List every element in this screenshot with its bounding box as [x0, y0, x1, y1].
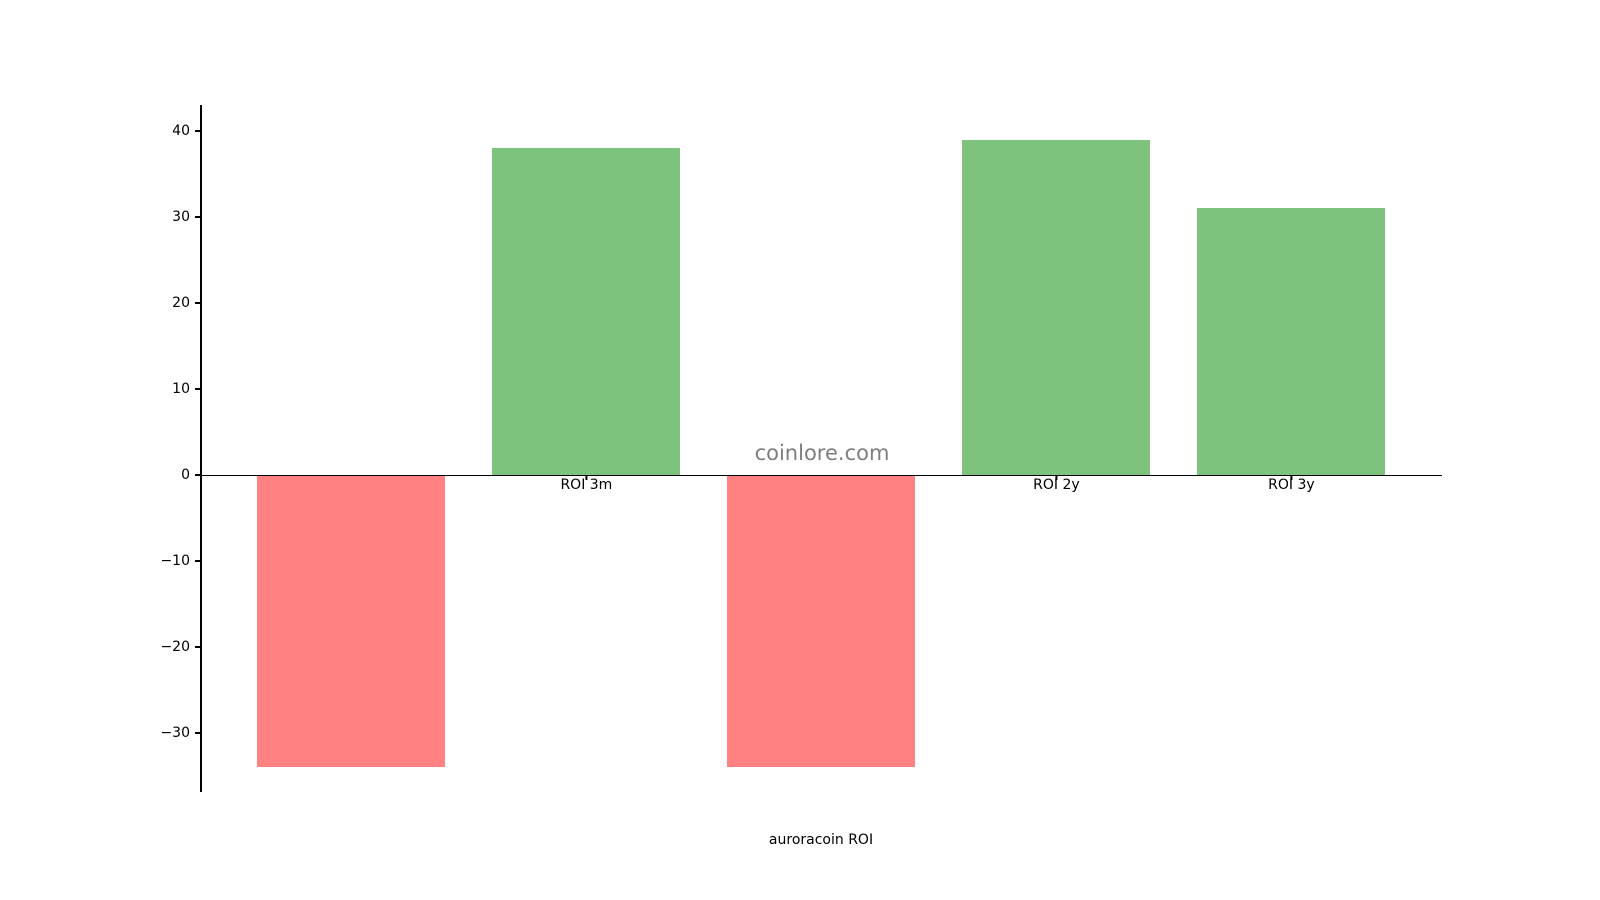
x-tick-label: ROI 2y: [1033, 477, 1080, 493]
x-tick-mark: [1055, 475, 1057, 480]
bar-roi-3m: [492, 148, 681, 475]
y-tick-mark: [195, 302, 201, 304]
y-tick-mark: [195, 216, 201, 218]
x-tick-mark: [585, 475, 587, 480]
y-axis-spine: [200, 105, 202, 792]
y-tick-mark: [195, 560, 201, 562]
x-tick-mark: [1290, 475, 1292, 480]
y-tick-label: 20: [172, 295, 190, 311]
x-tick-label: ROI 3m: [560, 477, 613, 493]
y-tick-label: −10: [160, 553, 190, 569]
y-tick-label: 10: [172, 381, 190, 397]
bar: [727, 475, 916, 768]
x-tick-label: ROI 3y: [1268, 477, 1315, 493]
chart-xlabel: auroracoin ROI: [768, 832, 874, 848]
y-tick-label: 40: [172, 123, 190, 139]
y-tick-mark: [195, 646, 201, 648]
y-tick-mark: [195, 732, 201, 734]
y-tick-label: 30: [172, 209, 190, 225]
x-axis-line: [201, 474, 1442, 476]
bar-roi-2y: [962, 139, 1151, 475]
y-tick-label: −20: [160, 639, 190, 655]
watermark-text: coinlore.com: [754, 441, 890, 465]
y-tick-mark: [195, 474, 201, 476]
bar-roi-3y: [1197, 208, 1386, 475]
y-tick-label: 0: [181, 467, 190, 483]
bar: [257, 475, 446, 768]
y-tick-mark: [195, 130, 201, 132]
y-tick-mark: [195, 388, 201, 390]
y-tick-label: −30: [160, 725, 190, 741]
